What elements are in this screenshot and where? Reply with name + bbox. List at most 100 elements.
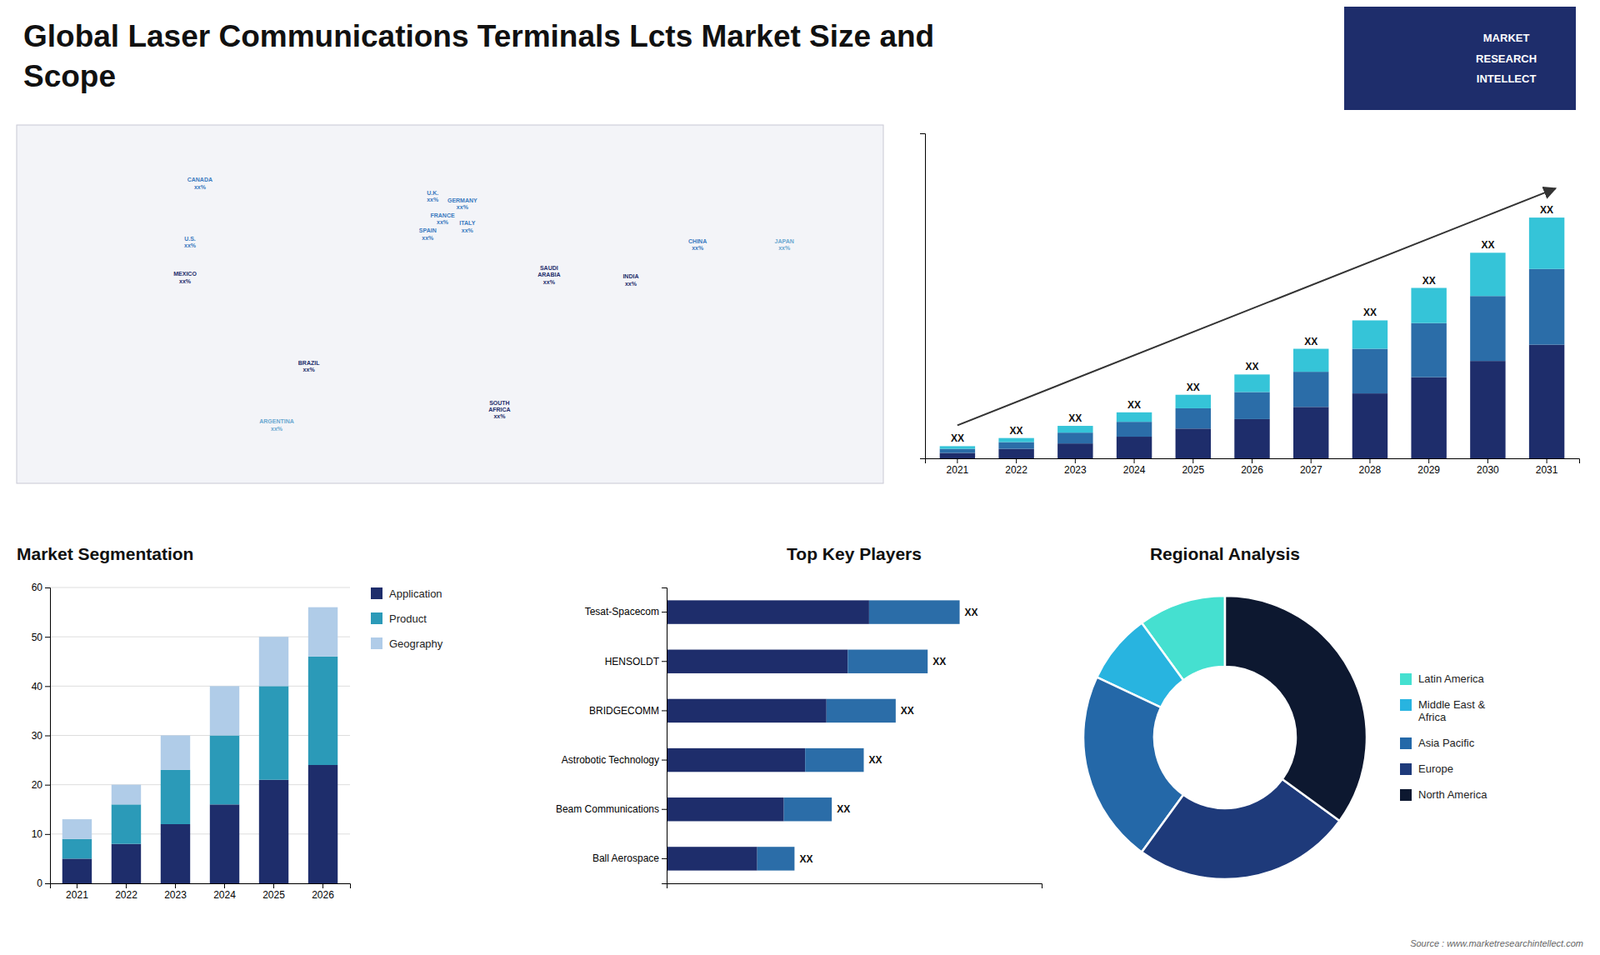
canvas: U.S.xx%CANADAxx%MEXICOxx%BRAZILxx%ARGENT… bbox=[0, 0, 1600, 955]
bar bbox=[1352, 393, 1388, 459]
bar bbox=[1234, 374, 1270, 392]
tick-mark bbox=[1310, 458, 1312, 464]
text-line: CANADA bbox=[187, 176, 213, 183]
map-label: U.K.xx% bbox=[426, 190, 440, 203]
tick-mark bbox=[76, 883, 78, 889]
bar bbox=[940, 449, 975, 454]
tick-mark bbox=[1487, 458, 1489, 464]
bar bbox=[1293, 371, 1329, 407]
legend-label: Europe bbox=[1418, 762, 1454, 775]
tick-label: 2024 bbox=[213, 889, 236, 901]
bar bbox=[1352, 349, 1388, 395]
text-line: CHINA bbox=[688, 238, 707, 245]
text-line: Scope bbox=[23, 59, 116, 94]
bar bbox=[1057, 443, 1093, 459]
bar-label: XX bbox=[1422, 275, 1436, 287]
legend-swatch bbox=[1400, 673, 1412, 685]
bars bbox=[666, 600, 960, 870]
tick: Ball Aerospace bbox=[592, 852, 667, 865]
tick-label: 2025 bbox=[262, 889, 285, 901]
axis-line bbox=[667, 884, 1043, 890]
map-label: ARGENTINAxx% bbox=[259, 418, 295, 431]
text-line: SOUTH bbox=[489, 400, 510, 406]
text-line: xx% bbox=[543, 279, 556, 285]
grid bbox=[50, 587, 350, 884]
tick-label: 40 bbox=[31, 680, 44, 693]
legend-swatch bbox=[1400, 737, 1412, 750]
tick-label: 10 bbox=[31, 828, 44, 840]
tick-mark bbox=[1428, 458, 1430, 464]
bar bbox=[111, 804, 141, 844]
bar bbox=[1116, 436, 1152, 459]
bar bbox=[62, 819, 92, 840]
bar bbox=[1410, 377, 1446, 459]
tick: 2026 bbox=[1240, 458, 1264, 476]
tick: 2023 bbox=[1064, 458, 1087, 476]
legend-swatch bbox=[370, 637, 383, 650]
text-line: ITALY bbox=[459, 220, 475, 226]
bar-label: XX bbox=[900, 705, 915, 717]
bars bbox=[940, 217, 1565, 459]
bar bbox=[940, 453, 975, 459]
bar bbox=[62, 839, 92, 860]
bar bbox=[1234, 419, 1270, 459]
bar bbox=[259, 780, 289, 884]
bar bbox=[805, 748, 864, 772]
tick: HENSOLDT bbox=[605, 655, 667, 668]
tick-mark bbox=[273, 883, 275, 889]
bar bbox=[1175, 408, 1211, 429]
logo-box bbox=[1344, 6, 1576, 110]
map-label: SAUDIARABIAxx% bbox=[537, 265, 560, 285]
text-line: FRANCE bbox=[430, 212, 455, 219]
bar bbox=[940, 445, 975, 449]
tick-mark bbox=[175, 883, 176, 889]
tick-label: 2029 bbox=[1417, 464, 1440, 476]
tick-label: 2021 bbox=[946, 464, 970, 476]
bar bbox=[111, 844, 141, 884]
tick: Tesat-Spacecom bbox=[585, 605, 667, 618]
text-line: xx% bbox=[270, 425, 284, 432]
legend-swatch bbox=[1400, 699, 1412, 711]
tick-mark bbox=[661, 809, 667, 810]
bar bbox=[308, 765, 338, 884]
tick: Astrobotic Technology bbox=[561, 754, 667, 766]
bar bbox=[259, 685, 289, 780]
tick: 30 bbox=[31, 730, 50, 742]
chart-title: Top Key Players bbox=[786, 544, 922, 564]
tick-mark bbox=[1251, 458, 1253, 464]
tick-label: 2021 bbox=[65, 889, 89, 901]
bar bbox=[1410, 288, 1446, 324]
bar-label: XX bbox=[799, 853, 813, 865]
tick-label: Tesat-Spacecom bbox=[585, 605, 660, 618]
text-line: xx% bbox=[778, 245, 791, 251]
text-line: BRAZIL bbox=[298, 360, 320, 366]
tick: 60 bbox=[31, 581, 50, 594]
tick: 50 bbox=[31, 631, 50, 644]
bar-label: XX bbox=[932, 655, 946, 668]
bar-label: XX bbox=[1363, 306, 1377, 319]
legend-label: Application bbox=[389, 587, 443, 600]
tick-mark bbox=[125, 883, 127, 889]
tick-label: Ball Aerospace bbox=[592, 852, 660, 865]
tick-mark bbox=[1192, 458, 1194, 464]
bar bbox=[1293, 349, 1329, 373]
tick: 2030 bbox=[1476, 458, 1500, 476]
legend-swatch bbox=[1400, 789, 1412, 801]
bar bbox=[1470, 360, 1505, 459]
bar bbox=[1116, 412, 1152, 422]
tick: 10 bbox=[31, 828, 50, 840]
bar bbox=[111, 785, 141, 805]
text-line: xx% bbox=[184, 242, 197, 249]
tick-label: 2026 bbox=[1240, 464, 1264, 476]
tick: 2026 bbox=[311, 883, 335, 901]
bar bbox=[1529, 217, 1565, 270]
logo-text: MARKET bbox=[1483, 31, 1530, 45]
text-line: Europe bbox=[1418, 762, 1454, 775]
bar-label: XX bbox=[1010, 425, 1024, 437]
bar bbox=[784, 797, 833, 821]
tick: 2029 bbox=[1417, 458, 1440, 476]
tick-mark bbox=[45, 587, 50, 589]
tick-label: 2024 bbox=[1123, 464, 1146, 476]
tick-mark bbox=[45, 685, 50, 687]
map-label: SOUTHAFRICAxx% bbox=[488, 400, 510, 420]
